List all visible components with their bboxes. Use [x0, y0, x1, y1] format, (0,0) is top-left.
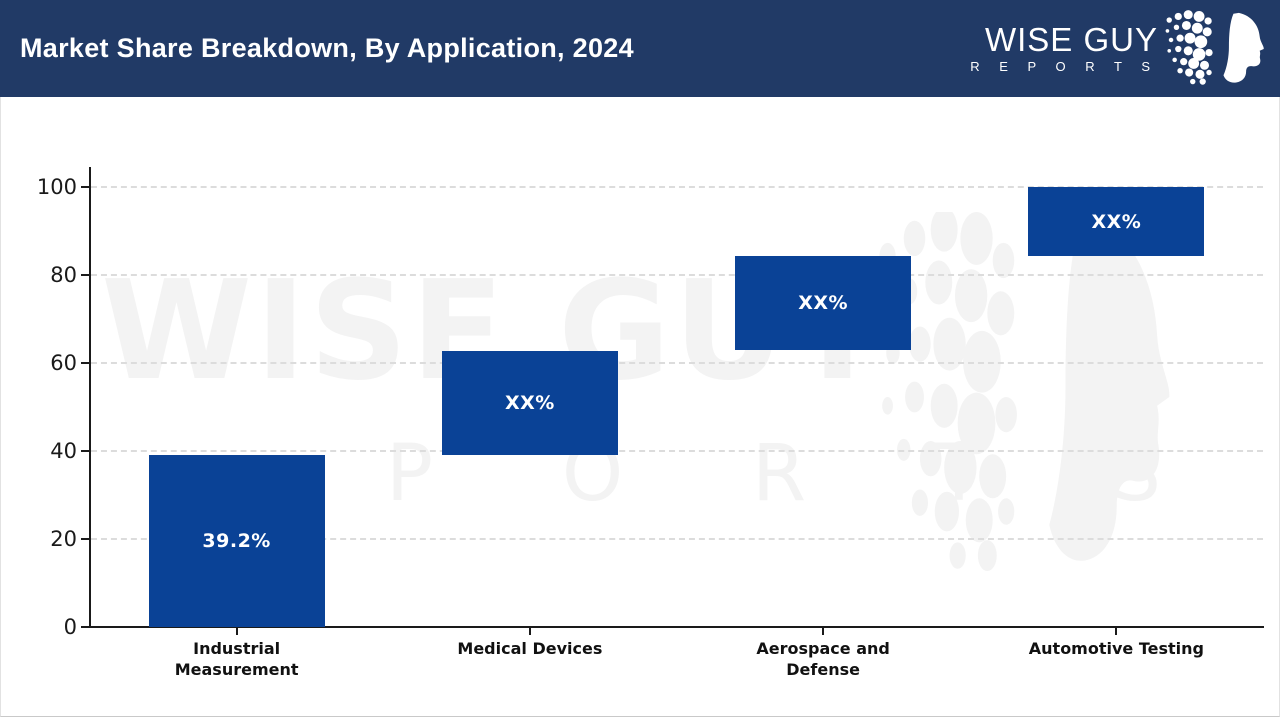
- logo-wordmark: WISE GUY R E P O R T S: [970, 23, 1158, 74]
- bar-value-label: XX%: [1091, 210, 1142, 233]
- y-axis-tick: [81, 274, 89, 276]
- y-axis-tick: [81, 538, 89, 540]
- y-axis-line: [89, 167, 91, 628]
- bar-value-label: 39.2%: [202, 529, 271, 552]
- header: Market Share Breakdown, By Application, …: [0, 0, 1280, 97]
- y-axis-tick-label: 80: [50, 263, 77, 287]
- x-axis-category-label: Medical Devices: [457, 639, 603, 658]
- bar-value-label: XX%: [504, 391, 555, 414]
- wiseguy-logo: WISE GUY R E P O R T S: [970, 9, 1266, 89]
- gridline: [91, 362, 1263, 364]
- x-axis-tick: [528, 628, 531, 635]
- x-axis-category-label: Aerospace and Defense: [756, 639, 890, 679]
- bar-aerospace-and-defense: XX%: [735, 256, 912, 350]
- y-axis-tick: [81, 186, 89, 188]
- y-axis-tick: [81, 362, 89, 364]
- x-axis-tick: [235, 628, 238, 635]
- logo-name: WISE GUY: [984, 21, 1158, 58]
- y-axis-tick-label: 20: [50, 527, 77, 551]
- y-axis-tick: [81, 450, 89, 452]
- x-axis-category-label: Automotive Testing: [1028, 639, 1204, 658]
- x-axis-category-label: Industrial Measurement: [174, 639, 299, 679]
- y-axis-tick: [81, 626, 89, 628]
- y-axis-tick-label: 0: [63, 615, 77, 639]
- logo-face-icon: [1165, 9, 1264, 85]
- gridline: [91, 186, 1263, 188]
- logo-subtitle: R E P O R T S: [970, 59, 1158, 74]
- chart-area: WISE GUY P O R T S 0 20 40: [0, 97, 1280, 717]
- x-axis-line: [89, 626, 1264, 628]
- gridline: [91, 450, 1263, 452]
- y-axis-tick-label: 100: [36, 175, 77, 199]
- gridline: [91, 538, 1263, 540]
- chart-title: Market Share Breakdown, By Application, …: [20, 33, 634, 63]
- bar-medical-devices: XX%: [441, 351, 618, 455]
- watermark-face-icon: [876, 212, 1170, 571]
- y-axis-tick-label: 60: [50, 351, 77, 375]
- x-axis-tick: [822, 628, 825, 635]
- bar-industrial-measurement: 39.2%: [148, 454, 325, 627]
- gridline: [91, 274, 1263, 276]
- x-axis-tick: [1115, 628, 1118, 635]
- bar-automotive-testing: XX%: [1028, 187, 1205, 257]
- y-axis-tick-label: 40: [50, 439, 77, 463]
- bar-value-label: XX%: [798, 291, 849, 314]
